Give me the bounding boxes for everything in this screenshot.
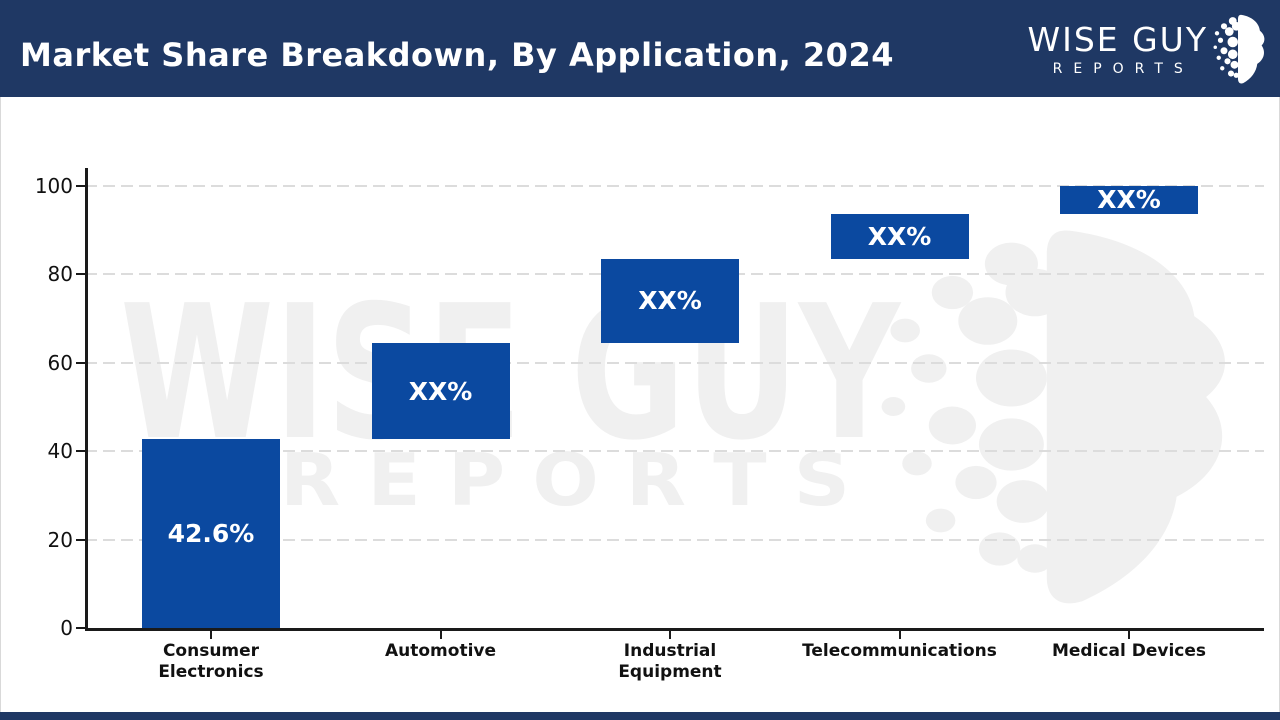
- y-tick-label-20: 20: [47, 527, 73, 552]
- x-axis-tick-consumer-electronics: [210, 630, 212, 639]
- logo-subtitle: REPORTS: [1052, 61, 1194, 77]
- y-axis-tick-60: [76, 361, 85, 364]
- x-axis-tick-industrial-equipment: [669, 630, 671, 639]
- y-tick-label-80: 80: [47, 262, 73, 286]
- bar-medical-devices: XX%: [1060, 185, 1198, 215]
- footer-bar: [0, 712, 1280, 720]
- logo-text: WISE GUY REPORTS: [1027, 20, 1208, 77]
- x-category-label-consumer-electronics: Consumer Electronics: [158, 641, 264, 682]
- bar-automotive: XX%: [371, 342, 510, 440]
- x-category-label-automotive: Automotive: [384, 641, 497, 661]
- x-axis-tick-automotive: [439, 630, 442, 639]
- y-axis-tick-40: [76, 450, 85, 452]
- x-category-label-industrial-equipment: Industrial Equipment: [618, 641, 722, 682]
- x-axis-line: [85, 628, 1264, 631]
- logo-wordmark: WISE GUY: [1027, 20, 1208, 59]
- y-axis-tick-100: [76, 184, 85, 187]
- x-axis-tick-medical-devices: [1128, 630, 1130, 639]
- bar-value-label-telecommunications: XX%: [867, 221, 932, 251]
- grid-line-20: [85, 538, 1264, 541]
- bar-value-label-consumer-electronics: 42.6%: [167, 519, 255, 549]
- y-axis-tick-20: [76, 538, 85, 541]
- y-tick-label-60: 60: [47, 350, 73, 375]
- y-axis-tick-80: [76, 273, 85, 275]
- x-category-label-medical-devices: Medical Devices: [1051, 641, 1206, 661]
- bar-value-label-medical-devices: XX%: [1097, 185, 1161, 215]
- bar-industrial-equipment: XX%: [601, 258, 739, 343]
- y-tick-label-40: 40: [47, 439, 73, 463]
- header-bar: Market Share Breakdown, By Application, …: [0, 0, 1280, 97]
- logo-head-icon: [1213, 14, 1265, 84]
- grid-line-60: [85, 361, 1264, 364]
- y-axis-tick-0: [76, 627, 85, 629]
- y-axis-line: [85, 168, 88, 630]
- bar-telecommunications: XX%: [830, 214, 969, 259]
- x-axis-tick-telecommunications: [898, 630, 901, 639]
- bar-value-label-industrial-equipment: XX%: [638, 286, 702, 316]
- page-title: Market Share Breakdown, By Application, …: [20, 36, 894, 74]
- y-tick-label-0: 0: [60, 616, 73, 640]
- bar-consumer-electronics: 42.6%: [142, 439, 280, 628]
- bar-value-label-automotive: XX%: [408, 376, 473, 406]
- y-tick-label-100: 100: [34, 173, 73, 198]
- grid-line-100: [85, 184, 1264, 187]
- x-category-label-telecommunications: Telecommunications: [802, 641, 997, 661]
- grid-line-40: [85, 450, 1264, 452]
- wise-guy-logo: WISE GUY REPORTS: [1027, 0, 1266, 97]
